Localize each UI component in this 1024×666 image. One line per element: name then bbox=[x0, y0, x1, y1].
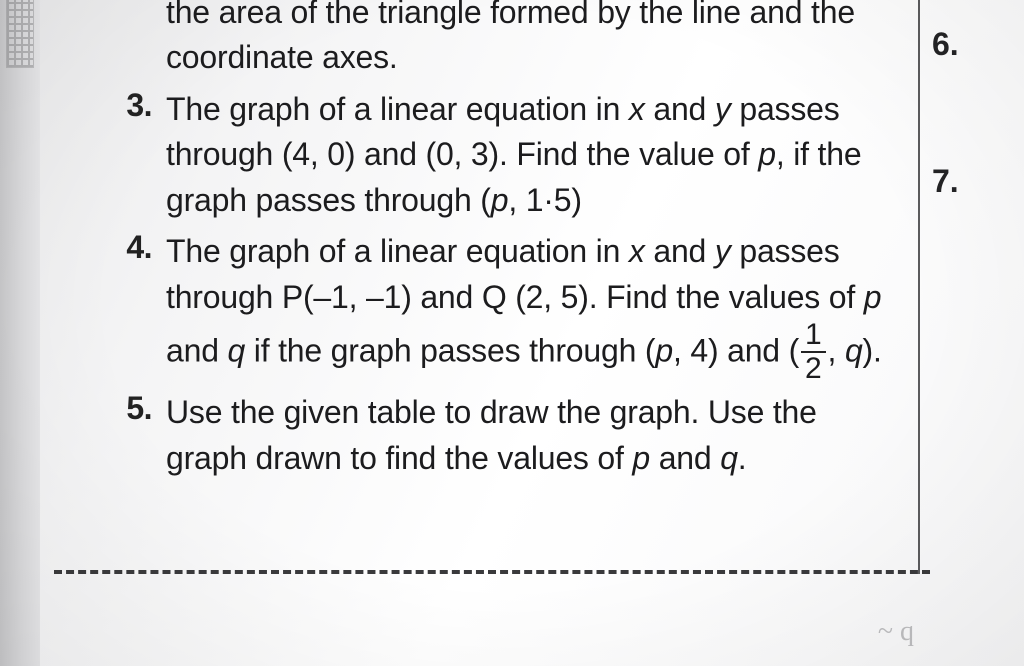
question-item: the area of the triangle formed by the l… bbox=[108, 0, 904, 81]
question-item: 4.The graph of a linear equation in x an… bbox=[108, 229, 904, 384]
page-content: the area of the triangle formed by the l… bbox=[0, 0, 1024, 666]
column-rule bbox=[918, 0, 920, 574]
page-photo: the area of the triangle formed by the l… bbox=[0, 0, 1024, 666]
question-number: 4. bbox=[108, 229, 166, 266]
next-column-number: 7. bbox=[932, 163, 992, 200]
question-number: 3. bbox=[108, 87, 166, 124]
dashed-divider bbox=[54, 570, 930, 574]
question-text: The graph of a linear equation in x and … bbox=[166, 87, 904, 223]
question-item: 3.The graph of a linear equation in x an… bbox=[108, 87, 904, 223]
question-item: 5.Use the given table to draw the graph.… bbox=[108, 390, 904, 481]
next-column-number: 6. bbox=[932, 26, 992, 63]
question-text: the area of the triangle formed by the l… bbox=[166, 0, 904, 81]
question-number: 5. bbox=[108, 390, 166, 427]
right-column: 6. 7. bbox=[932, 4, 992, 300]
handwritten-scrawl: ~ q bbox=[878, 616, 914, 648]
question-text: The graph of a linear equation in x and … bbox=[166, 229, 904, 384]
question-text: Use the given table to draw the graph. U… bbox=[166, 390, 904, 481]
left-column: the area of the triangle formed by the l… bbox=[108, 0, 904, 487]
